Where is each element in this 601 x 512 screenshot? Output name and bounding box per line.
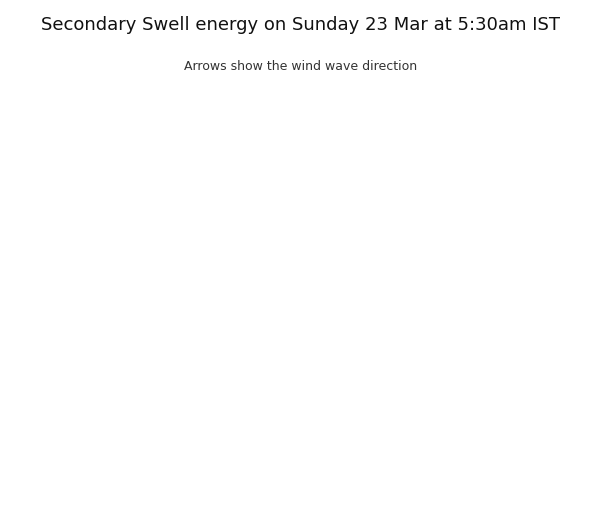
Text: cartopy not available: cartopy not available	[227, 290, 374, 304]
Text: Arrows show the wind wave direction: Arrows show the wind wave direction	[184, 60, 417, 73]
Text: Secondary Swell energy on Sunday 23 Mar at 5:30am IST: Secondary Swell energy on Sunday 23 Mar …	[41, 16, 560, 34]
